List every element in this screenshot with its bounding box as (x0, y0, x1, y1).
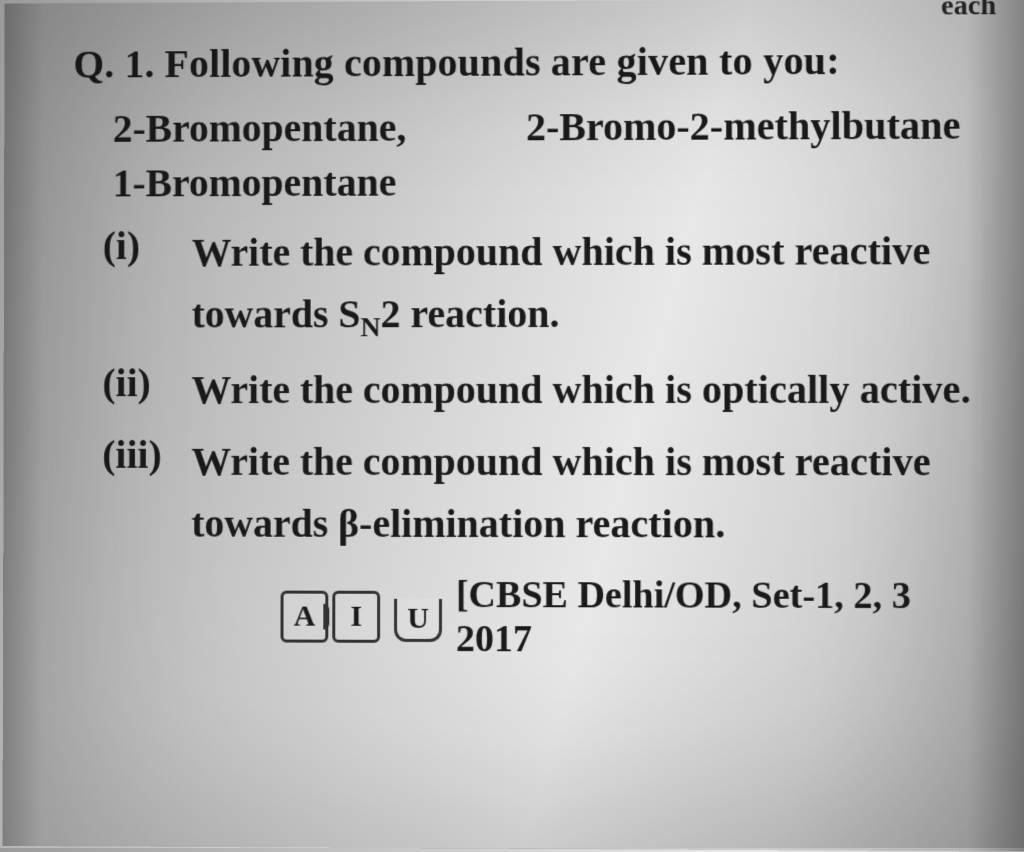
compound-2: 2-Bromo-2-methylbutane (526, 102, 961, 151)
subquestion-iii: (iii) Write the compound which is most r… (102, 431, 997, 556)
badge-i-icon: I (332, 591, 380, 643)
question-text: Following compounds are given to you: (165, 38, 840, 86)
subquestion-number: (ii) (102, 360, 191, 422)
source-line: A I U [CBSE Delhi/OD, Set-1, 2, 3 2017 (280, 573, 997, 663)
badge-group: A I (281, 591, 381, 643)
page-scan: each Q. 1. Following compounds are given… (3, 0, 1024, 852)
badge-a-icon: A (281, 591, 329, 643)
subquestion-i: (i) Write the compound which is most rea… (102, 220, 996, 350)
text-part: 2 reaction. (381, 291, 560, 336)
subquestion-ii: (ii) Write the compound which is optical… (102, 359, 997, 421)
source-citation: [CBSE Delhi/OD, Set-1, 2, 3 2017 (456, 573, 997, 663)
subquestion-number: (iii) (102, 431, 191, 555)
compound-1: 2-Bromopentane, (113, 104, 407, 152)
subquestion-text: Write the compound which is most reactiv… (191, 431, 997, 556)
subscript: N (360, 312, 380, 343)
subquestion-text: Write the compound which is most reactiv… (192, 220, 997, 350)
text-part: Write the compound which is most reactiv… (192, 228, 931, 336)
question-number: Q. 1. (73, 41, 154, 86)
compound-3: 1-Bromopentane (113, 157, 997, 207)
subquestion-text: Write the compound which is optically ac… (191, 359, 970, 421)
badge-u-icon: U (394, 599, 442, 642)
subquestion-number: (i) (102, 222, 191, 350)
compound-list-row: 2-Bromopentane, 2-Bromo-2-methylbutane (113, 101, 997, 151)
question-heading: Q. 1. Following compounds are given to y… (73, 36, 996, 87)
cropped-text-fragment: each (941, 0, 996, 22)
